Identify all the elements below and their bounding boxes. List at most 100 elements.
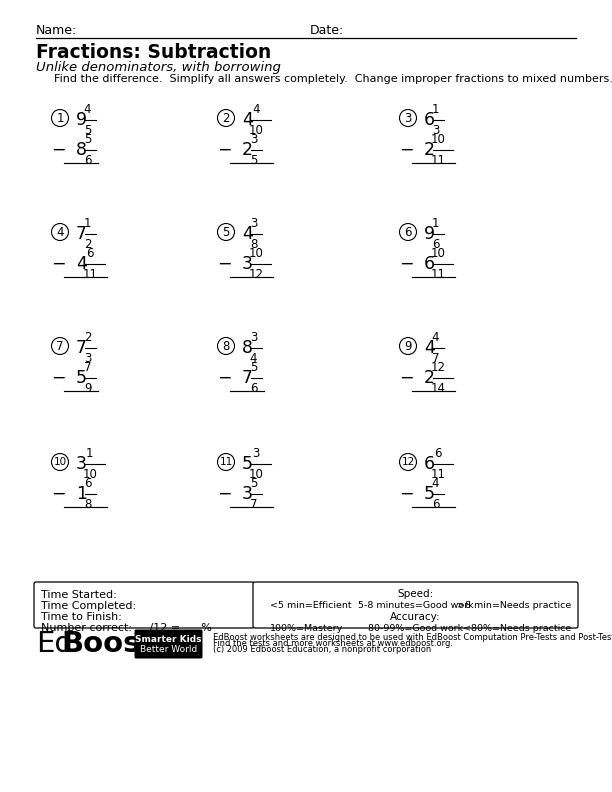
Text: Boost: Boost [61, 630, 154, 658]
Text: −: − [400, 255, 414, 273]
Text: −: − [51, 369, 66, 387]
Text: 5: 5 [250, 361, 257, 375]
FancyBboxPatch shape [253, 582, 578, 628]
Text: 6: 6 [432, 238, 439, 251]
Text: 7: 7 [56, 340, 64, 352]
Text: 6: 6 [84, 478, 91, 490]
Text: 5: 5 [242, 455, 253, 473]
Text: −: − [51, 255, 66, 273]
Text: 4: 4 [252, 103, 259, 116]
Text: −: − [51, 485, 66, 503]
Text: 4: 4 [56, 226, 64, 238]
Text: Ed: Ed [36, 630, 73, 658]
Text: 8: 8 [76, 141, 87, 159]
Text: (c) 2009 Edboost Education, a nonprofit corporation: (c) 2009 Edboost Education, a nonprofit … [213, 645, 431, 654]
Text: 7: 7 [76, 339, 87, 357]
Text: 8: 8 [222, 340, 230, 352]
Text: 8: 8 [250, 238, 257, 251]
Text: −: − [217, 141, 232, 159]
Text: 5-8 minutes=Good work: 5-8 minutes=Good work [357, 601, 473, 610]
Text: 6: 6 [424, 111, 435, 129]
Text: −: − [400, 141, 414, 159]
Text: 12: 12 [248, 268, 263, 280]
Text: 4: 4 [242, 111, 253, 129]
Text: 3: 3 [405, 112, 412, 124]
Text: 10: 10 [248, 468, 263, 481]
Text: 11: 11 [430, 268, 446, 280]
Text: 5: 5 [250, 154, 257, 167]
Text: −: − [400, 369, 414, 387]
Text: 8: 8 [84, 497, 91, 511]
Text: Unlike denominators, with borrowing: Unlike denominators, with borrowing [36, 60, 281, 74]
Text: 3: 3 [250, 217, 257, 230]
Text: 4: 4 [76, 255, 87, 273]
Text: −: − [400, 485, 414, 503]
Circle shape [400, 337, 417, 355]
Text: 14: 14 [430, 382, 446, 394]
Text: 10: 10 [53, 457, 67, 467]
Text: 3: 3 [84, 352, 91, 365]
Text: 11: 11 [430, 468, 446, 481]
Text: 12: 12 [430, 361, 446, 375]
Text: 12: 12 [401, 457, 414, 467]
Text: 9: 9 [405, 340, 412, 352]
Text: 5: 5 [84, 124, 91, 137]
Circle shape [217, 454, 234, 470]
Text: 3: 3 [242, 255, 253, 273]
Text: 2: 2 [222, 112, 230, 124]
Text: 9: 9 [84, 382, 91, 394]
Text: 2: 2 [242, 141, 253, 159]
Text: 100%=Mastery: 100%=Mastery [270, 624, 343, 633]
Text: −: − [51, 141, 66, 159]
Text: 11: 11 [219, 457, 233, 467]
Text: 1: 1 [86, 447, 94, 460]
Text: 3: 3 [250, 331, 257, 345]
Text: Find the difference.  Simplify all answers completely.  Change improper fraction: Find the difference. Simplify all answer… [54, 74, 612, 84]
Text: 6: 6 [86, 247, 94, 261]
Text: 4: 4 [250, 352, 257, 365]
Text: −: − [217, 485, 232, 503]
Text: 10: 10 [248, 124, 263, 137]
Text: Accuracy:: Accuracy: [390, 612, 441, 622]
Text: 7: 7 [76, 225, 87, 243]
Text: 8: 8 [242, 339, 253, 357]
Circle shape [51, 337, 69, 355]
Text: 3: 3 [432, 124, 439, 137]
Text: 10: 10 [83, 468, 97, 481]
Text: 6: 6 [84, 154, 91, 167]
Text: 10: 10 [248, 247, 263, 261]
Text: 10: 10 [430, 133, 446, 147]
Text: Find the tests and more worksheets at www.edboost.org.: Find the tests and more worksheets at ww… [213, 639, 453, 649]
Text: 3: 3 [250, 133, 257, 147]
Text: 4: 4 [432, 478, 439, 490]
Text: 3: 3 [76, 455, 87, 473]
Circle shape [51, 454, 69, 470]
Text: 6: 6 [424, 455, 435, 473]
Text: 9: 9 [76, 111, 87, 129]
Circle shape [51, 223, 69, 241]
Circle shape [51, 109, 69, 127]
Text: 7: 7 [432, 352, 439, 365]
Text: Better World: Better World [140, 645, 197, 653]
Text: 5: 5 [222, 226, 230, 238]
FancyBboxPatch shape [135, 630, 203, 658]
Text: 5: 5 [250, 478, 257, 490]
Text: Time Completed:: Time Completed: [41, 601, 136, 611]
Text: 9: 9 [424, 225, 435, 243]
Text: 5: 5 [76, 369, 87, 387]
Text: 1: 1 [84, 217, 91, 230]
Text: 6: 6 [432, 497, 439, 511]
Text: <5 min=Efficient: <5 min=Efficient [270, 601, 352, 610]
Text: Date:: Date: [310, 24, 344, 36]
Text: 5: 5 [84, 133, 91, 147]
Text: 1: 1 [76, 485, 87, 503]
Circle shape [217, 109, 234, 127]
Text: Smarter Kids: Smarter Kids [135, 635, 202, 645]
Text: Speed:: Speed: [397, 589, 434, 599]
Circle shape [400, 454, 417, 470]
Text: 7: 7 [84, 361, 91, 375]
Circle shape [217, 223, 234, 241]
Text: 10: 10 [430, 247, 446, 261]
Text: 7: 7 [250, 497, 257, 511]
Text: −: − [217, 369, 232, 387]
